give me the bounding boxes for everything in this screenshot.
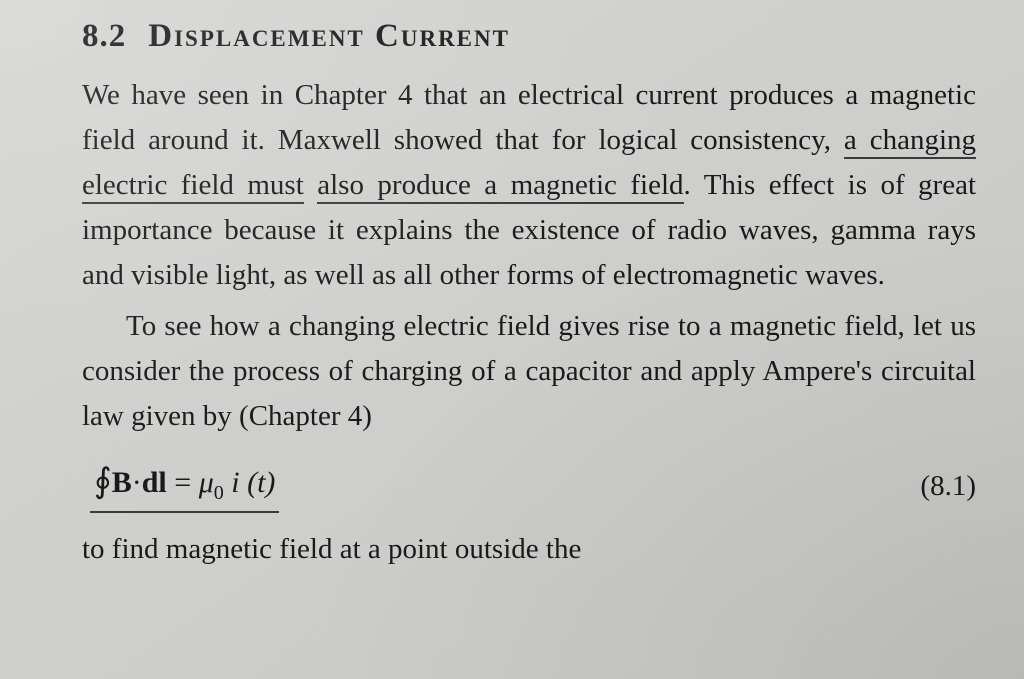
eq-eq: = <box>167 466 199 499</box>
eq-mu: μ <box>199 466 214 499</box>
eq-oint: ∮ <box>94 463 112 500</box>
eq-paren-t: (t) <box>240 466 276 499</box>
eq-dl: dl <box>142 466 167 499</box>
eq-dot: · <box>132 466 142 499</box>
p1-underlined-2: also produce a magnetic field <box>317 169 683 204</box>
equation-row: ∮B·dl = μ0 i (t) (8.1) <box>82 461 976 513</box>
p1-seg2 <box>304 169 317 201</box>
eq-B: B <box>112 466 132 499</box>
eq-i: i <box>231 466 239 499</box>
section-number: 8.2 <box>82 18 126 55</box>
section-header: 8.2 Displacement Current <box>82 18 976 55</box>
equation-number: (8.1) <box>920 470 976 503</box>
paragraph-2: To see how a changing electric field giv… <box>82 304 976 439</box>
paragraph-1: We have seen in Chapter 4 that an electr… <box>82 73 976 298</box>
trailing-line: to find magnetic field at a point outsid… <box>82 527 976 572</box>
equation: ∮B·dl = μ0 i (t) <box>90 461 279 513</box>
section-title: Displacement Current <box>148 18 510 55</box>
eq-sub0: 0 <box>214 482 224 504</box>
p1-seg1: We have seen in Chapter 4 that an electr… <box>82 79 976 156</box>
